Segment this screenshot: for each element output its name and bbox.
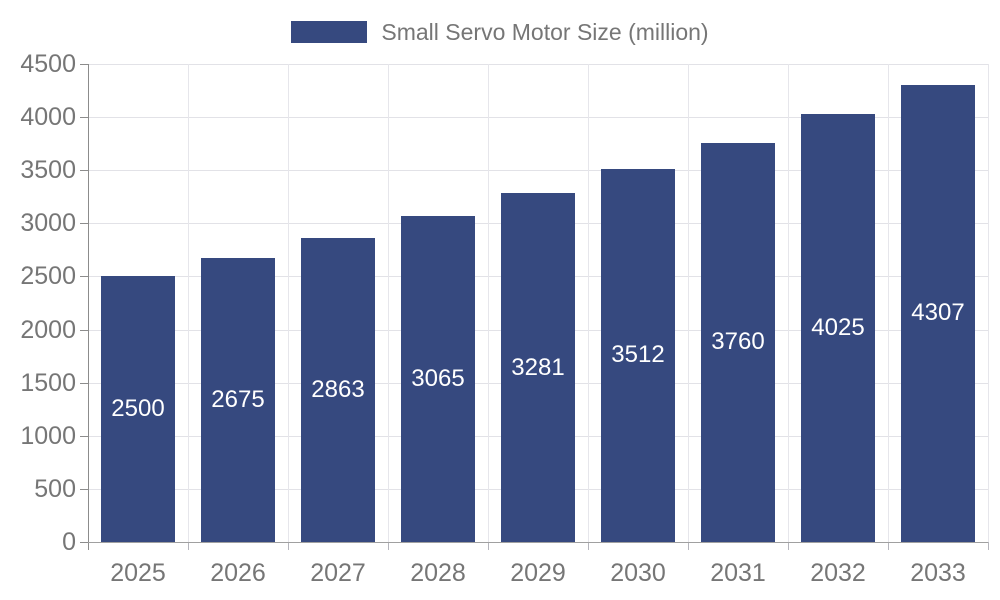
v-gridline bbox=[588, 64, 589, 542]
x-axis-tick-label: 2025 bbox=[110, 559, 166, 587]
x-tick-mark bbox=[488, 542, 489, 550]
x-tick-mark bbox=[188, 542, 189, 550]
bar bbox=[401, 216, 475, 542]
y-tick-mark bbox=[80, 435, 88, 437]
h-gridline bbox=[88, 170, 988, 172]
bar bbox=[901, 84, 975, 542]
y-axis-tick-label: 0 bbox=[62, 528, 76, 556]
x-axis-tick-label: 2033 bbox=[910, 559, 966, 587]
x-axis-tick-label: 2029 bbox=[510, 559, 566, 587]
y-tick-mark bbox=[80, 488, 88, 490]
x-tick-mark bbox=[888, 542, 889, 550]
y-axis-tick-label: 4500 bbox=[20, 50, 76, 78]
y-axis-tick-label: 3500 bbox=[20, 156, 76, 185]
bar-value-label: 2863 bbox=[311, 375, 365, 403]
bar-value-label: 3065 bbox=[411, 365, 465, 393]
y-axis-tick-label: 1500 bbox=[20, 368, 76, 397]
bar bbox=[201, 257, 275, 542]
x-axis-line bbox=[88, 542, 988, 543]
bar-value-label: 2675 bbox=[211, 385, 265, 413]
bar bbox=[501, 193, 575, 542]
y-tick-mark bbox=[80, 329, 88, 331]
y-tick-mark bbox=[80, 223, 88, 225]
bar bbox=[601, 168, 675, 542]
bar bbox=[101, 276, 175, 542]
y-tick-mark bbox=[80, 64, 88, 65]
y-axis-tick-label: 3000 bbox=[20, 209, 76, 238]
bar-value-label: 3512 bbox=[611, 341, 665, 369]
y-tick-mark bbox=[80, 542, 88, 543]
y-axis-tick-label: 1000 bbox=[20, 421, 76, 450]
x-tick-mark bbox=[788, 542, 789, 550]
bar bbox=[301, 237, 375, 542]
legend-label: Small Servo Motor Size (million) bbox=[381, 18, 709, 45]
bar-value-label: 2500 bbox=[111, 395, 165, 423]
v-gridline bbox=[888, 64, 889, 542]
y-axis-tick-label: 2000 bbox=[20, 315, 76, 344]
v-gridline bbox=[788, 64, 789, 542]
h-gridline bbox=[88, 64, 988, 65]
bar-value-label: 4307 bbox=[911, 299, 965, 327]
y-tick-mark bbox=[80, 170, 88, 172]
y-tick-mark bbox=[80, 276, 88, 278]
x-axis-tick-label: 2030 bbox=[610, 559, 666, 587]
y-axis-tick-label: 4000 bbox=[20, 103, 76, 132]
x-axis-tick-label: 2026 bbox=[210, 559, 266, 587]
x-axis-tick-label: 2032 bbox=[810, 559, 866, 587]
x-axis-tick-label: 2027 bbox=[310, 559, 366, 587]
h-gridline bbox=[88, 117, 988, 119]
v-gridline bbox=[988, 64, 989, 542]
y-tick-mark bbox=[80, 382, 88, 384]
v-gridline bbox=[488, 64, 489, 542]
x-tick-mark bbox=[288, 542, 289, 550]
x-axis-tick-label: 2031 bbox=[710, 559, 766, 587]
legend: Small Servo Motor Size (million) bbox=[0, 18, 1000, 46]
x-tick-mark bbox=[388, 542, 389, 550]
bar bbox=[801, 114, 875, 542]
y-axis-tick-label: 2500 bbox=[20, 262, 76, 291]
legend-swatch bbox=[291, 21, 368, 43]
v-gridline bbox=[288, 64, 289, 542]
v-gridline bbox=[188, 64, 189, 542]
y-axis-line bbox=[88, 64, 89, 550]
x-tick-mark bbox=[688, 542, 689, 550]
bar bbox=[701, 142, 775, 542]
y-tick-mark bbox=[80, 117, 88, 119]
x-tick-mark bbox=[588, 542, 589, 550]
bar-value-label: 3760 bbox=[711, 328, 765, 356]
x-tick-mark bbox=[988, 542, 989, 550]
y-axis-tick-label: 500 bbox=[34, 474, 76, 503]
bar-value-label: 3281 bbox=[511, 353, 565, 381]
bar-value-label: 4025 bbox=[811, 314, 865, 342]
v-gridline bbox=[388, 64, 389, 542]
v-gridline bbox=[688, 64, 689, 542]
x-axis-tick-label: 2028 bbox=[410, 559, 466, 587]
